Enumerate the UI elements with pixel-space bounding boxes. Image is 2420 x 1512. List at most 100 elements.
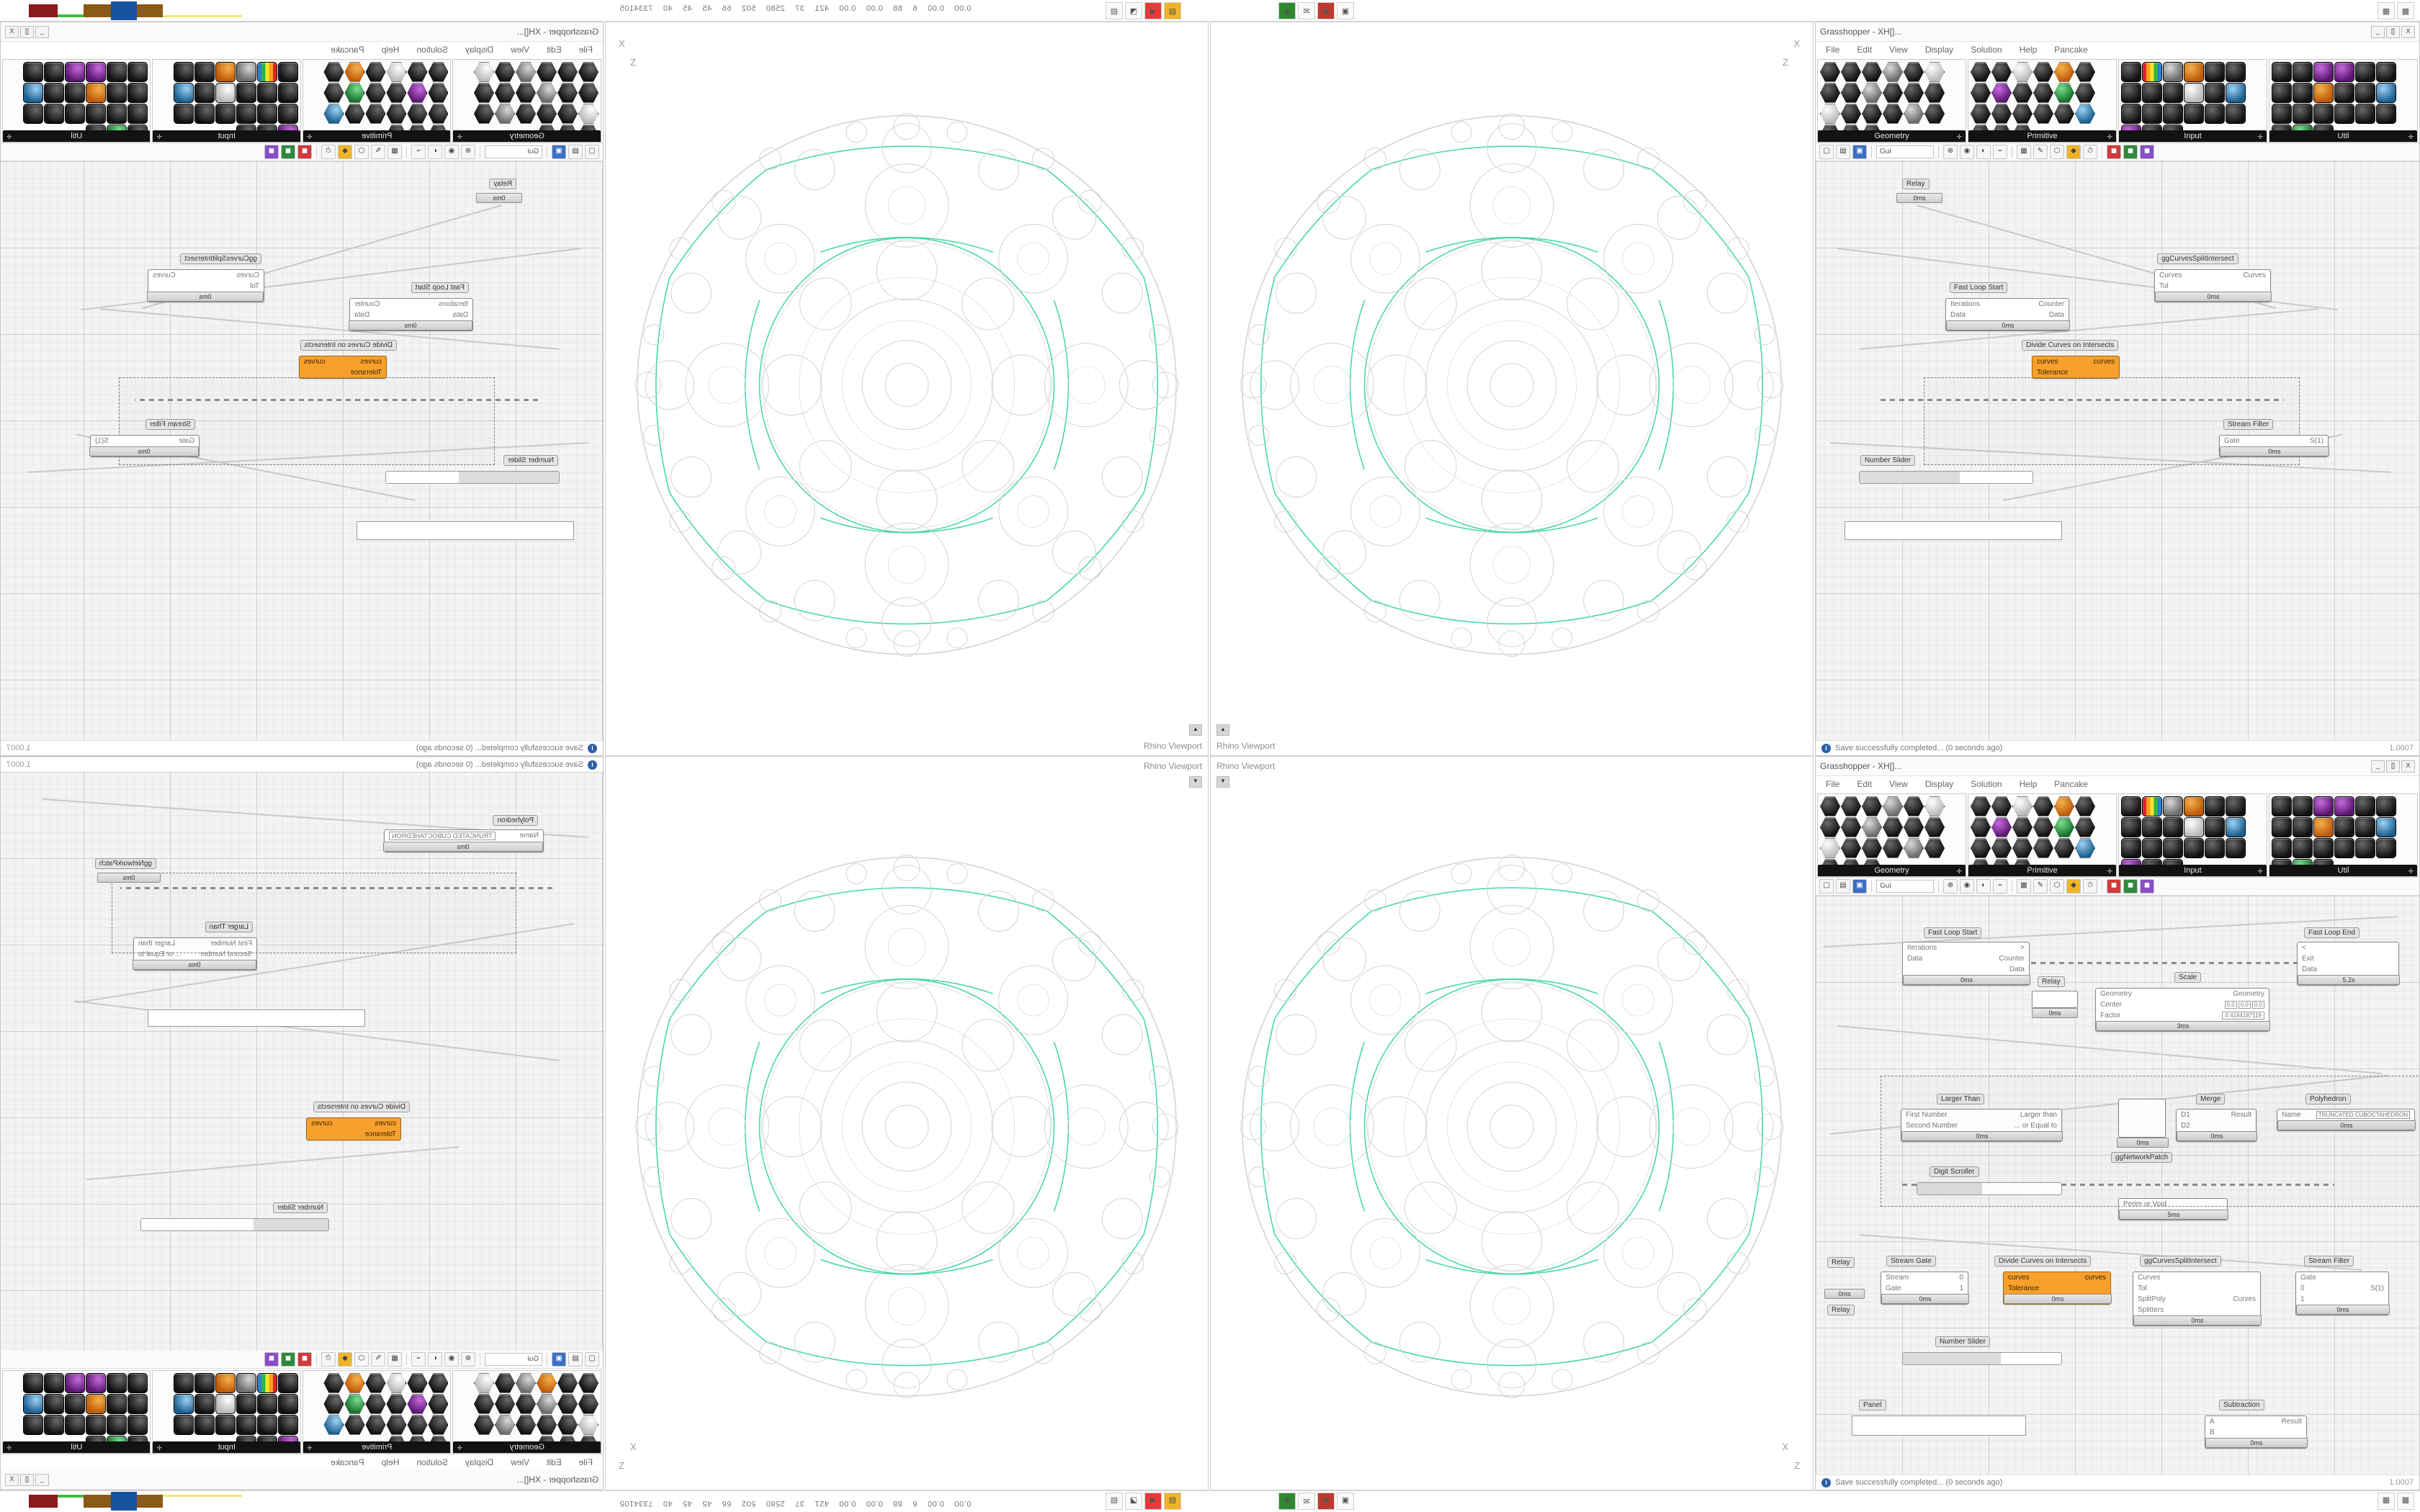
component-icon[interactable] — [516, 62, 536, 82]
pin-icon[interactable]: ✛ — [6, 1444, 12, 1452]
component-icon[interactable] — [2272, 104, 2292, 124]
component-icon[interactable] — [2121, 817, 2141, 837]
component-icon[interactable] — [2184, 62, 2204, 82]
component-icon[interactable] — [174, 1373, 194, 1393]
ribbon-icons[interactable] — [2269, 794, 2417, 865]
component-icon[interactable] — [107, 1394, 127, 1414]
ribbon-group-geometry[interactable]: Geometry ✛ — [452, 59, 601, 143]
component-icon[interactable] — [23, 1394, 44, 1414]
component-ribbon[interactable]: Geometry ✛ Primitive ✛ — [1, 58, 603, 143]
component-icon[interactable] — [2033, 817, 2053, 837]
gh-node-curves-split-intersect[interactable]: Curves Tol SplitPoly Curves Splitters 0ms — [2133, 1272, 2262, 1326]
component-icon[interactable] — [1991, 125, 2012, 130]
component-icon[interactable] — [1991, 817, 2012, 837]
pin-icon[interactable]: ✛ — [156, 133, 163, 140]
component-icon[interactable] — [1991, 104, 2012, 124]
component-icon[interactable] — [387, 62, 407, 82]
component-icon[interactable] — [408, 1436, 428, 1441]
menu-item-solution[interactable]: Solution — [1971, 45, 2002, 55]
digit-scroller[interactable] — [1917, 1182, 2062, 1195]
rhino-viewport-bottom-right[interactable]: Z X — [1210, 756, 1814, 1490]
component-icon[interactable] — [1820, 62, 1840, 82]
ribbon-group-input[interactable]: Input ✛ — [152, 59, 301, 143]
ribbon-icons[interactable] — [454, 1371, 601, 1441]
maximize-button[interactable]: [] — [2386, 760, 2400, 773]
component-icon[interactable] — [474, 1415, 494, 1435]
component-icon[interactable] — [1991, 859, 2012, 865]
rhino-viewport-bottom-left[interactable]: Z X — [605, 756, 1209, 1490]
component-icon[interactable] — [127, 83, 148, 103]
component-icon[interactable] — [387, 1394, 407, 1414]
save-icon[interactable]: ▣ — [552, 1352, 566, 1367]
menu-item-view[interactable]: View — [511, 1457, 529, 1467]
component-icon[interactable] — [387, 1373, 407, 1393]
component-icon[interactable] — [2334, 83, 2354, 103]
minimize-button[interactable]: _ — [35, 1473, 49, 1486]
ribbon-group-primitive[interactable]: Primitive ✛ — [302, 59, 452, 143]
component-icon[interactable] — [236, 83, 256, 103]
ribbon-icons[interactable] — [2119, 60, 2267, 130]
gh-node[interactable]: Curves Curves Tol 0ms — [2154, 269, 2272, 302]
component-icon[interactable] — [1883, 838, 1903, 858]
component-icon[interactable] — [1820, 125, 1840, 130]
component-icon[interactable] — [44, 1373, 65, 1393]
gh-node-subtraction[interactable]: A Result B 0ms — [2205, 1416, 2308, 1449]
component-icon[interactable] — [578, 1415, 599, 1435]
component-icon[interactable] — [2163, 125, 2183, 130]
component-icon[interactable] — [1841, 125, 1861, 130]
component-icon[interactable] — [1862, 104, 1882, 124]
component-icon[interactable] — [2293, 104, 2313, 124]
component-icon[interactable] — [127, 1415, 148, 1435]
menu-item-edit[interactable]: Edit — [546, 45, 562, 55]
component-icon[interactable] — [86, 83, 107, 103]
menu-item-pancake[interactable]: Pancake — [2054, 45, 2088, 55]
node-caption[interactable]: Panel — [1859, 1400, 1886, 1410]
ribbon-group-input[interactable]: Input ✛ — [152, 1370, 301, 1454]
component-icon[interactable] — [1841, 83, 1861, 103]
component-icon[interactable] — [2184, 838, 2204, 858]
component-icon[interactable] — [408, 1373, 428, 1393]
component-icon[interactable] — [2163, 62, 2183, 82]
component-icon[interactable] — [578, 1436, 599, 1441]
node-caption[interactable]: Polyhedron — [2305, 1094, 2351, 1104]
component-icon[interactable] — [86, 1394, 107, 1414]
component-icon[interactable] — [127, 104, 148, 124]
component-icon[interactable] — [2272, 83, 2292, 103]
component-icon[interactable] — [387, 1436, 407, 1441]
component-icon[interactable] — [107, 1373, 127, 1393]
ribbon-group-geometry[interactable]: Geometry ✛ — [1817, 793, 1966, 877]
component-icon[interactable] — [2054, 83, 2074, 103]
plugin-icon-3[interactable]: ◼ — [264, 1352, 279, 1367]
view-combo[interactable]: Gui — [1876, 880, 1934, 893]
ribbon-icons[interactable] — [1818, 794, 1966, 865]
doc-icon[interactable]: ▣ — [1337, 2, 1354, 19]
component-icon[interactable] — [44, 83, 65, 103]
maximize-button[interactable]: [] — [20, 1473, 34, 1486]
node-caption[interactable]: Larger Than — [1937, 1094, 1985, 1104]
component-icon[interactable] — [1924, 62, 1945, 82]
tray-left-cluster-bottom[interactable]: ▤ ◩ ▶ ▤ — [1106, 1493, 1181, 1510]
pin-icon[interactable]: ✛ — [457, 133, 463, 140]
component-icon[interactable] — [2355, 817, 2375, 837]
component-icon[interactable] — [127, 62, 148, 82]
mail-icon[interactable]: ✉ — [1298, 2, 1315, 19]
ribbon-group-primitive[interactable]: Primitive ✛ — [302, 1370, 452, 1454]
component-icon[interactable] — [1820, 859, 1840, 865]
component-icon[interactable] — [495, 1415, 515, 1435]
shield-icon[interactable]: ▦ — [2378, 2, 2395, 19]
node-caption[interactable]: ggNetworkPatch — [94, 858, 156, 869]
component-icon[interactable] — [278, 83, 298, 103]
component-icon[interactable] — [2205, 817, 2225, 837]
pin-icon[interactable]: ✛ — [2257, 868, 2263, 875]
color-swatch-icon[interactable] — [257, 62, 277, 82]
profiler-icon[interactable]: ⏱ — [2083, 145, 2097, 159]
component-icon[interactable] — [578, 1373, 599, 1393]
eye-icon[interactable]: ◉ — [1960, 145, 1974, 159]
component-icon[interactable] — [516, 1394, 536, 1414]
number-slider[interactable] — [1902, 1352, 2062, 1365]
component-icon[interactable] — [2293, 125, 2313, 130]
component-icon[interactable] — [107, 125, 127, 130]
gh-canvas-top-right[interactable]: Relay 0ms Iterations Counter Data Data 0ms… — [1816, 161, 2419, 740]
close-button[interactable]: X — [2401, 760, 2415, 773]
gh-node-scale[interactable]: Geometry Geometry Center 0.0 0.0 0.0 Fact… — [2095, 988, 2270, 1032]
